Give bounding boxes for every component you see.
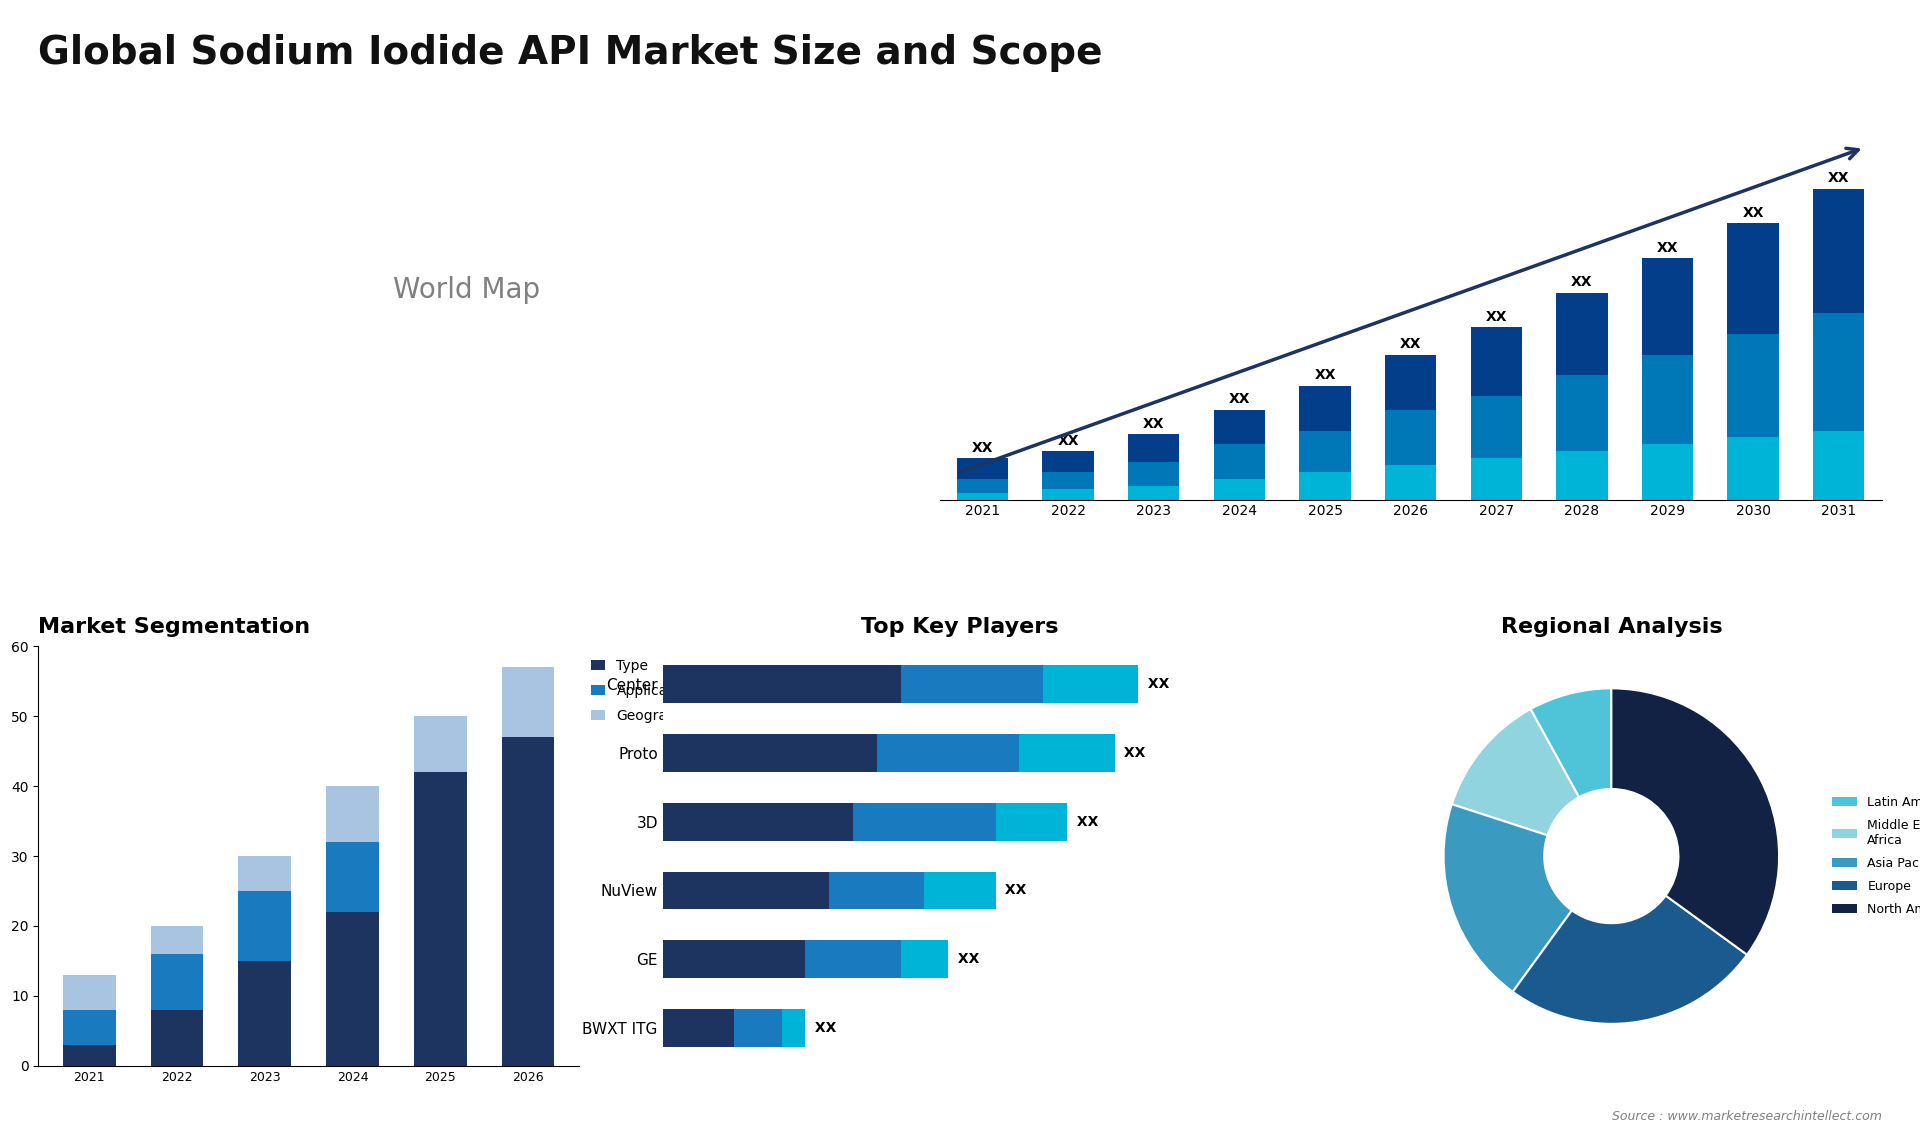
Bar	[326, 842, 378, 912]
Title: Top Key Players: Top Key Players	[862, 617, 1058, 636]
Text: XX: XX	[1828, 172, 1849, 186]
Text: XX: XX	[1315, 368, 1336, 383]
Bar	[1213, 410, 1265, 445]
Bar	[501, 667, 555, 737]
Bar	[501, 737, 555, 1066]
Bar	[1471, 397, 1523, 458]
Text: XX: XX	[1119, 746, 1146, 760]
Bar	[63, 1045, 115, 1066]
Text: XX: XX	[1400, 337, 1421, 351]
Bar	[1043, 472, 1094, 489]
Bar	[150, 953, 204, 1010]
Bar	[996, 803, 1068, 841]
Text: XX: XX	[1071, 815, 1098, 829]
Bar	[1728, 333, 1778, 438]
Bar	[1384, 465, 1436, 500]
Text: XX: XX	[1657, 241, 1678, 254]
Bar	[1471, 327, 1523, 397]
Bar	[1129, 434, 1179, 462]
Bar	[1728, 223, 1778, 333]
Bar	[63, 975, 115, 1010]
Text: World Map: World Map	[394, 276, 540, 304]
Text: XX: XX	[1229, 392, 1250, 407]
Bar	[1300, 386, 1350, 431]
Bar	[1043, 489, 1094, 500]
Bar	[662, 666, 900, 704]
Text: Source : www.marketresearchintellect.com: Source : www.marketresearchintellect.com	[1611, 1110, 1882, 1123]
Bar	[852, 803, 996, 841]
Bar	[1384, 354, 1436, 410]
Bar	[1129, 486, 1179, 500]
Bar	[1129, 462, 1179, 486]
Text: Global Sodium Iodide API Market Size and Scope: Global Sodium Iodide API Market Size and…	[38, 34, 1102, 72]
Bar	[326, 786, 378, 842]
Bar	[900, 940, 948, 978]
Wedge shape	[1444, 804, 1572, 991]
Text: XX: XX	[1000, 884, 1027, 897]
Bar	[1557, 452, 1607, 500]
Bar	[662, 735, 877, 772]
Bar	[1642, 445, 1693, 500]
Text: XX: XX	[972, 441, 993, 455]
Bar	[326, 912, 378, 1066]
Bar	[238, 856, 292, 892]
Bar	[1043, 666, 1139, 704]
Wedge shape	[1452, 709, 1578, 835]
Title: Regional Analysis: Regional Analysis	[1501, 617, 1722, 636]
Text: XX: XX	[952, 952, 979, 966]
Bar	[924, 872, 996, 909]
Bar	[877, 735, 1020, 772]
Bar	[1300, 431, 1350, 472]
Text: XX: XX	[1571, 275, 1594, 289]
Wedge shape	[1513, 895, 1747, 1023]
Bar	[1300, 472, 1350, 500]
Bar	[1812, 313, 1864, 431]
Bar	[662, 940, 804, 978]
Wedge shape	[1611, 689, 1780, 955]
Text: XX: XX	[1142, 677, 1169, 691]
Bar	[415, 716, 467, 772]
Bar	[1642, 258, 1693, 354]
Wedge shape	[1530, 689, 1611, 798]
Bar	[1642, 354, 1693, 445]
Legend: Type, Application, Geography: Type, Application, Geography	[586, 653, 701, 729]
Bar	[781, 1008, 804, 1046]
Bar	[829, 872, 924, 909]
Bar	[150, 1010, 204, 1066]
Bar	[1020, 735, 1116, 772]
Text: Market Segmentation: Market Segmentation	[38, 617, 311, 636]
Bar	[1557, 292, 1607, 376]
Bar	[662, 1008, 733, 1046]
Text: XX: XX	[1058, 434, 1079, 448]
Bar	[238, 961, 292, 1066]
Bar	[150, 926, 204, 953]
Text: XX: XX	[810, 1021, 837, 1035]
Bar	[1213, 479, 1265, 500]
Bar	[1471, 458, 1523, 500]
Bar	[733, 1008, 781, 1046]
Bar	[1812, 189, 1864, 313]
Bar	[1043, 452, 1094, 472]
Text: XX: XX	[1486, 309, 1507, 323]
Bar	[662, 803, 852, 841]
Bar	[1728, 438, 1778, 500]
Bar	[1384, 410, 1436, 465]
Bar	[662, 872, 829, 909]
Bar	[1213, 445, 1265, 479]
Bar	[900, 666, 1043, 704]
Bar	[1557, 376, 1607, 452]
Legend: Latin America, Middle East &
Africa, Asia Pacific, Europe, North America: Latin America, Middle East & Africa, Asi…	[1828, 791, 1920, 921]
Bar	[804, 940, 900, 978]
Text: XX: XX	[1743, 206, 1764, 220]
Bar	[1812, 431, 1864, 500]
Bar	[415, 772, 467, 1066]
Bar	[63, 1010, 115, 1045]
Text: XX: XX	[1142, 417, 1165, 431]
Bar	[238, 892, 292, 961]
Bar	[956, 458, 1008, 479]
Bar	[956, 493, 1008, 500]
Bar	[956, 479, 1008, 493]
